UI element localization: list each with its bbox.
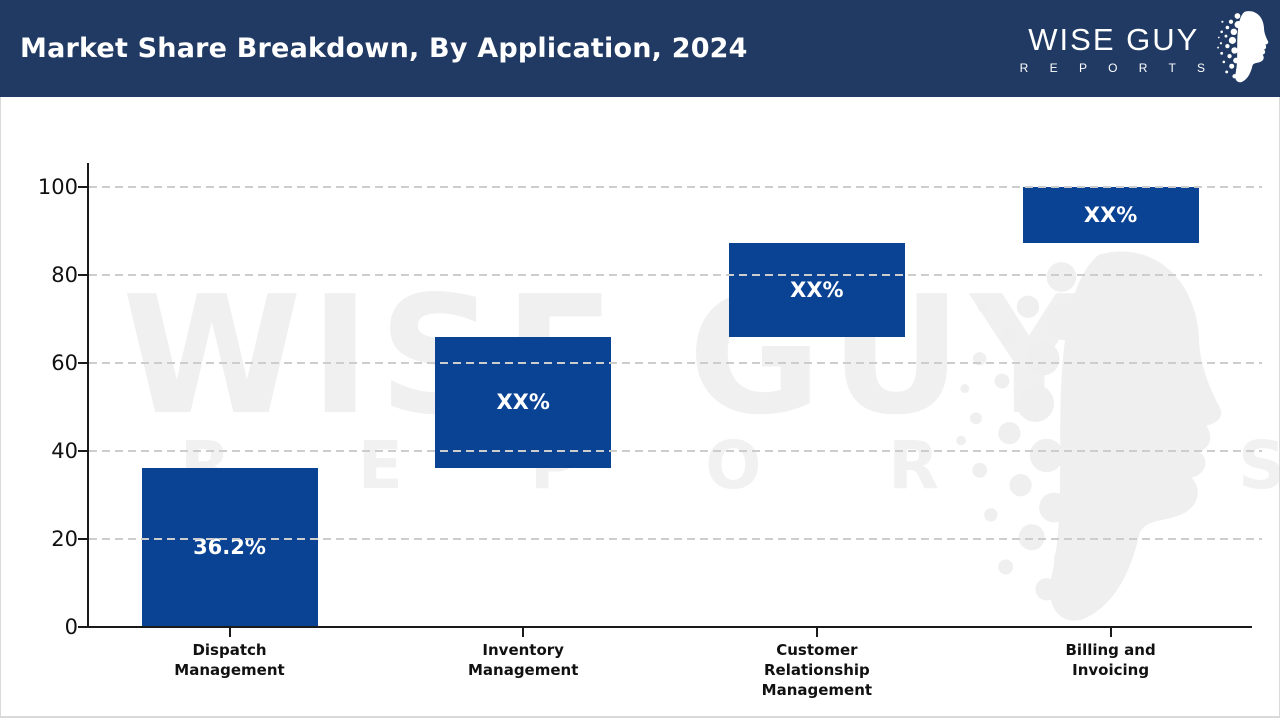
bar-value-label: XX% <box>790 277 844 302</box>
gridline-80 <box>89 274 1262 276</box>
logo-text: WISE GUY R E P O R T S <box>1014 22 1214 75</box>
bar-value-label: XX% <box>496 390 550 415</box>
bar-value-label: XX% <box>1083 202 1138 227</box>
bar-4[interactable]: XX% <box>1022 187 1199 243</box>
category-label-4: Billing and Invoicing <box>1065 641 1156 679</box>
page-title: Market Share Breakdown, By Application, … <box>20 33 748 64</box>
y-tick-label-0: 0 <box>64 615 78 639</box>
y-tick-mark-100 <box>78 186 87 188</box>
y-tick-label-80: 80 <box>51 263 78 287</box>
y-tick-label-40: 40 <box>51 439 78 463</box>
y-tick-label-100: 100 <box>37 175 78 199</box>
y-tick-label-20: 20 <box>51 527 78 551</box>
x-tick-mark-2 <box>522 628 525 637</box>
y-tick-mark-80 <box>78 274 87 276</box>
x-tick-mark-1 <box>228 628 231 637</box>
x-tick-mark-3 <box>815 628 818 637</box>
y-tick-mark-40 <box>78 450 87 452</box>
y-tick-mark-20 <box>78 538 87 540</box>
face-profile-logo-icon <box>1217 10 1269 82</box>
watermark-face-icon <box>956 251 1222 621</box>
y-tick-label-60: 60 <box>51 351 78 375</box>
y-axis-line <box>87 163 89 628</box>
bar-3[interactable]: XX% <box>728 242 905 337</box>
category-label-3: Customer Relationship Management <box>761 641 873 699</box>
header-bar: Market Share Breakdown, By Application, … <box>0 0 1280 97</box>
y-tick-mark-60 <box>78 362 87 364</box>
gridline-20 <box>89 538 1262 540</box>
gridline-40 <box>89 450 1262 452</box>
logo-wordmark: WISE GUY <box>1028 22 1200 57</box>
x-tick-mark-4 <box>1109 628 1112 637</box>
wise-guy-reports-logo: WISE GUY R E P O R T S <box>1014 6 1280 92</box>
gridline-60 <box>89 362 1262 364</box>
y-tick-mark-0 <box>78 626 87 628</box>
category-label-1: Dispatch Management <box>174 641 285 679</box>
x-axis-line <box>87 626 1252 628</box>
logo-subtitle: R E P O R T S <box>1019 61 1214 75</box>
gridline-100 <box>89 186 1262 188</box>
bar-2[interactable]: XX% <box>435 336 612 468</box>
bar-1[interactable]: 36.2% <box>141 467 318 627</box>
category-label-2: Inventory Management <box>467 641 579 679</box>
